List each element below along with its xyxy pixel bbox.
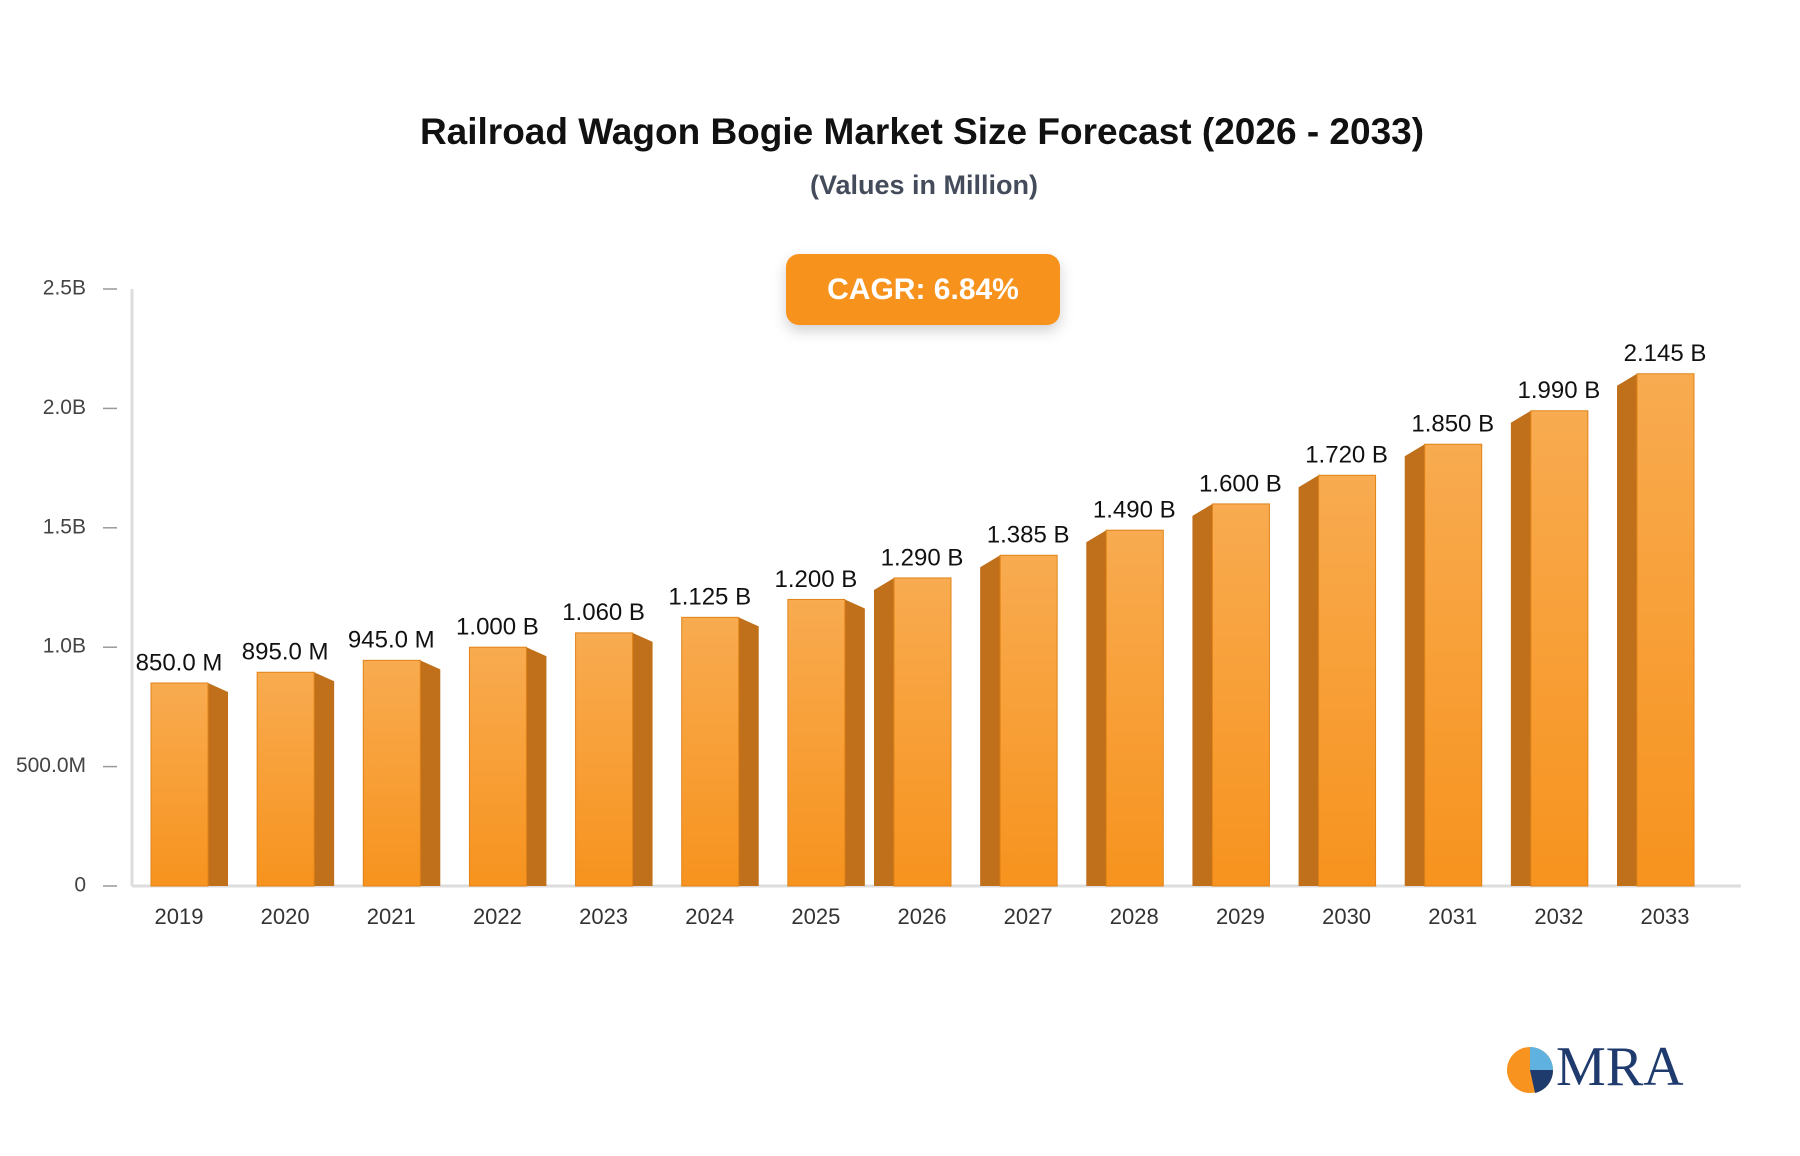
bar	[1530, 410, 1589, 887]
bar-side	[1192, 503, 1213, 886]
cagr-badge	[786, 254, 1060, 325]
bar	[256, 671, 315, 887]
bar-side	[420, 660, 441, 886]
value-label: 895.0 M	[242, 639, 329, 666]
x-tick-label: 2032	[1534, 904, 1583, 929]
bar-side	[208, 683, 228, 886]
value-label: 2.145 B	[1624, 340, 1707, 367]
bar	[1318, 474, 1377, 887]
value-label: 1.720 B	[1305, 442, 1388, 469]
bar	[150, 682, 209, 887]
cagr-text: CAGR: 6.84%	[827, 273, 1019, 306]
value-label: 1.385 B	[987, 522, 1070, 549]
x-tick-label: 2020	[261, 904, 310, 929]
value-label: 1.125 B	[668, 584, 751, 611]
bar-side	[1404, 444, 1425, 886]
chart-subtitle: (Values in Million)	[810, 170, 1038, 200]
bar	[1105, 529, 1164, 887]
x-tick-label: 2026	[898, 904, 947, 929]
bar	[575, 632, 634, 887]
bar-side	[632, 632, 653, 886]
bar	[1424, 443, 1483, 887]
bar	[999, 554, 1058, 887]
x-tick-label: 2031	[1428, 904, 1477, 929]
bar	[362, 659, 421, 887]
logo-icon-slice	[1530, 1047, 1553, 1070]
value-label: 1.490 B	[1093, 497, 1176, 524]
value-label: 1.850 B	[1411, 411, 1494, 438]
bar-side	[844, 599, 865, 886]
value-label: 850.0 M	[136, 649, 223, 676]
bar	[893, 577, 952, 887]
x-tick-label: 2028	[1110, 904, 1159, 929]
x-tick-label: 2033	[1641, 904, 1690, 929]
bar-side	[1617, 373, 1637, 886]
bar-side	[874, 577, 894, 886]
x-tick-label: 2022	[473, 904, 522, 929]
x-tick-label: 2023	[579, 904, 628, 929]
value-label: 945.0 M	[348, 627, 435, 654]
bar-side	[980, 555, 1001, 886]
bar-side	[1298, 475, 1319, 886]
bar	[681, 616, 740, 887]
bar-side	[314, 672, 335, 886]
value-label: 1.290 B	[881, 544, 964, 571]
x-tick-label: 2021	[367, 904, 416, 929]
chart-title: Railroad Wagon Bogie Market Size Forecas…	[420, 111, 1424, 152]
y-tick-label: 1.5B	[43, 515, 86, 538]
bar-side	[526, 647, 547, 886]
x-tick-label: 2024	[685, 904, 734, 929]
y-tick-label: 0	[74, 874, 86, 897]
value-label: 1.060 B	[562, 599, 645, 626]
value-label: 1.600 B	[1199, 470, 1282, 497]
bar-side	[1086, 530, 1107, 886]
bar	[1211, 503, 1270, 887]
y-tick-label: 2.5B	[43, 277, 86, 300]
logo: MRA	[1507, 1036, 1684, 1098]
y-tick-label: 1.0B	[43, 635, 86, 658]
bar	[1636, 373, 1695, 887]
x-tick-label: 2029	[1216, 904, 1265, 929]
value-label: 1.990 B	[1517, 377, 1600, 404]
logo-text: MRA	[1556, 1036, 1684, 1098]
y-tick-label: 2.0B	[43, 396, 86, 419]
logo-icon-slice	[1530, 1070, 1554, 1093]
y-tick-label: 500.0M	[16, 754, 86, 777]
bar-side	[738, 617, 759, 886]
bar	[787, 598, 846, 887]
bar	[468, 646, 527, 887]
x-tick-label: 2027	[1004, 904, 1053, 929]
value-label: 1.000 B	[456, 614, 539, 641]
value-label: 1.200 B	[774, 566, 857, 593]
bar-side	[1510, 410, 1531, 886]
x-tick-label: 2030	[1322, 904, 1371, 929]
x-tick-label: 2025	[791, 904, 840, 929]
x-tick-label: 2019	[155, 904, 204, 929]
